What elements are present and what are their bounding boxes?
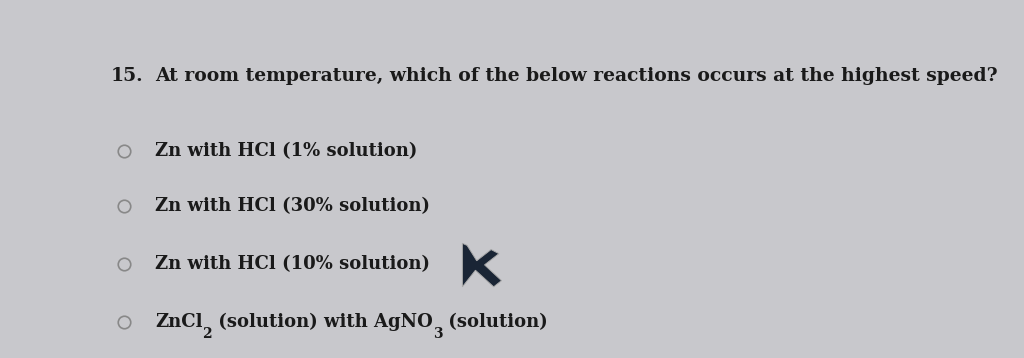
Text: 15.: 15. (111, 67, 143, 84)
Text: Zn with HCl (10% solution): Zn with HCl (10% solution) (155, 255, 430, 273)
Text: (solution) with AgNO: (solution) with AgNO (212, 313, 433, 331)
Text: Zn with HCl (30% solution): Zn with HCl (30% solution) (155, 197, 430, 216)
Text: At room temperature, which of the below reactions occurs at the highest speed?: At room temperature, which of the below … (155, 67, 997, 84)
Text: (solution): (solution) (442, 313, 548, 331)
Text: 3: 3 (433, 327, 442, 341)
Text: Zn with HCl (1% solution): Zn with HCl (1% solution) (155, 142, 417, 160)
Text: ZnCl: ZnCl (155, 313, 203, 331)
Text: 2: 2 (203, 327, 212, 341)
Polygon shape (463, 243, 502, 287)
